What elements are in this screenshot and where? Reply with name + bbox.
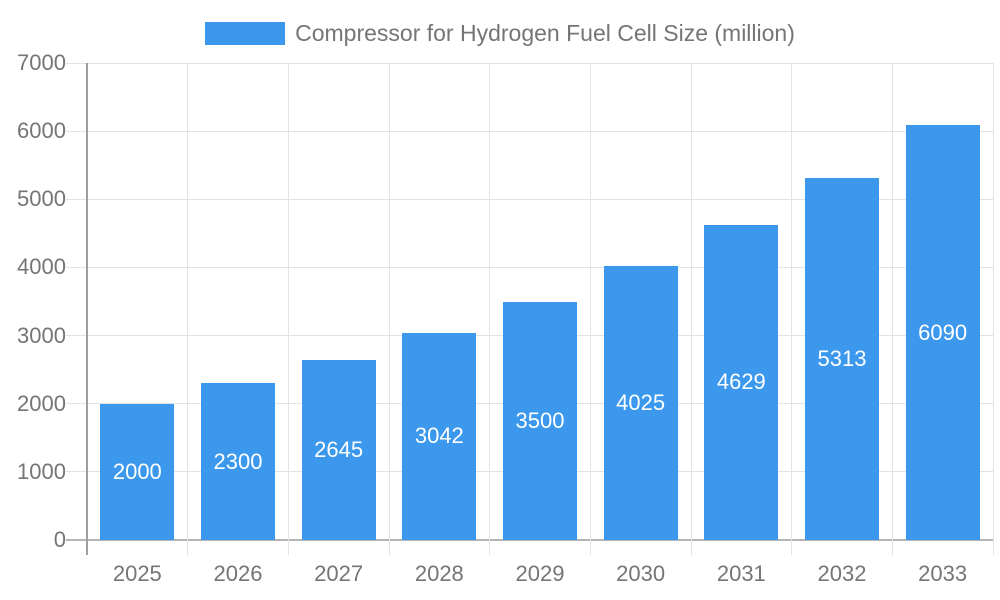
bar-value-label: 3042 bbox=[414, 423, 464, 449]
y-axis-tick-label: 2000 bbox=[17, 390, 66, 416]
v-gridline bbox=[187, 63, 189, 555]
y-axis-tick-label: 3000 bbox=[17, 322, 66, 348]
v-gridline bbox=[287, 63, 289, 555]
bar-value-label: 2300 bbox=[213, 448, 263, 474]
h-gridline bbox=[66, 62, 993, 64]
h-gridline bbox=[66, 198, 993, 200]
y-axis-tick-label: 6000 bbox=[17, 118, 66, 144]
v-gridline bbox=[388, 63, 390, 555]
bar-2031[interactable] bbox=[704, 224, 779, 540]
bar-2028[interactable] bbox=[402, 332, 477, 540]
bar-value-label: 3500 bbox=[515, 407, 565, 433]
bar-value-label: 6090 bbox=[918, 319, 968, 345]
bar-2030[interactable] bbox=[603, 265, 678, 540]
v-gridline bbox=[791, 63, 793, 555]
bar-value-label: 2000 bbox=[112, 458, 162, 484]
h-gridline bbox=[66, 266, 993, 268]
bar-value-label: 4629 bbox=[716, 369, 766, 395]
bar-2026[interactable] bbox=[201, 383, 275, 540]
bar-2032[interactable] bbox=[805, 177, 879, 540]
v-gridline bbox=[690, 63, 692, 555]
y-axis-tick-label: 7000 bbox=[17, 50, 66, 75]
bar-value-label: 4025 bbox=[616, 389, 666, 415]
bar-2025[interactable] bbox=[100, 403, 175, 540]
y-axis-tick-label: 4000 bbox=[17, 254, 66, 280]
x-axis-category-label: 2025 bbox=[112, 561, 162, 586]
v-gridline bbox=[489, 63, 491, 555]
x-axis-category-label: 2032 bbox=[817, 561, 867, 586]
y-axis-tick-label: 5000 bbox=[17, 186, 66, 212]
h-gridline bbox=[66, 130, 993, 132]
v-gridline bbox=[992, 63, 994, 555]
x-axis-category-label: 2031 bbox=[716, 561, 766, 586]
x-axis-baseline bbox=[66, 539, 993, 541]
v-gridline bbox=[891, 63, 893, 555]
y-axis-line bbox=[86, 63, 88, 555]
x-axis-category-label: 2027 bbox=[314, 561, 364, 586]
x-axis-category-label: 2026 bbox=[213, 561, 263, 586]
bar-2033[interactable] bbox=[905, 125, 980, 540]
x-axis-category-label: 2030 bbox=[616, 561, 666, 586]
x-axis-category-label: 2029 bbox=[515, 561, 565, 586]
x-axis-category-label: 2033 bbox=[918, 561, 968, 586]
y-axis-tick-label: 0 bbox=[53, 527, 66, 552]
bar-2029[interactable] bbox=[503, 301, 577, 540]
bar-value-label: 5313 bbox=[817, 345, 867, 371]
bar-value-label: 2645 bbox=[314, 436, 364, 462]
x-axis-category-label: 2028 bbox=[414, 561, 464, 586]
bar-2027[interactable] bbox=[301, 359, 376, 540]
legend-label: Compressor for Hydrogen Fuel Cell Size (… bbox=[295, 20, 795, 46]
v-gridline bbox=[589, 63, 591, 555]
legend-swatch bbox=[205, 22, 286, 45]
y-axis-tick-label: 1000 bbox=[17, 458, 66, 484]
chart-legend: Compressor for Hydrogen Fuel Cell Size (… bbox=[0, 20, 1000, 47]
